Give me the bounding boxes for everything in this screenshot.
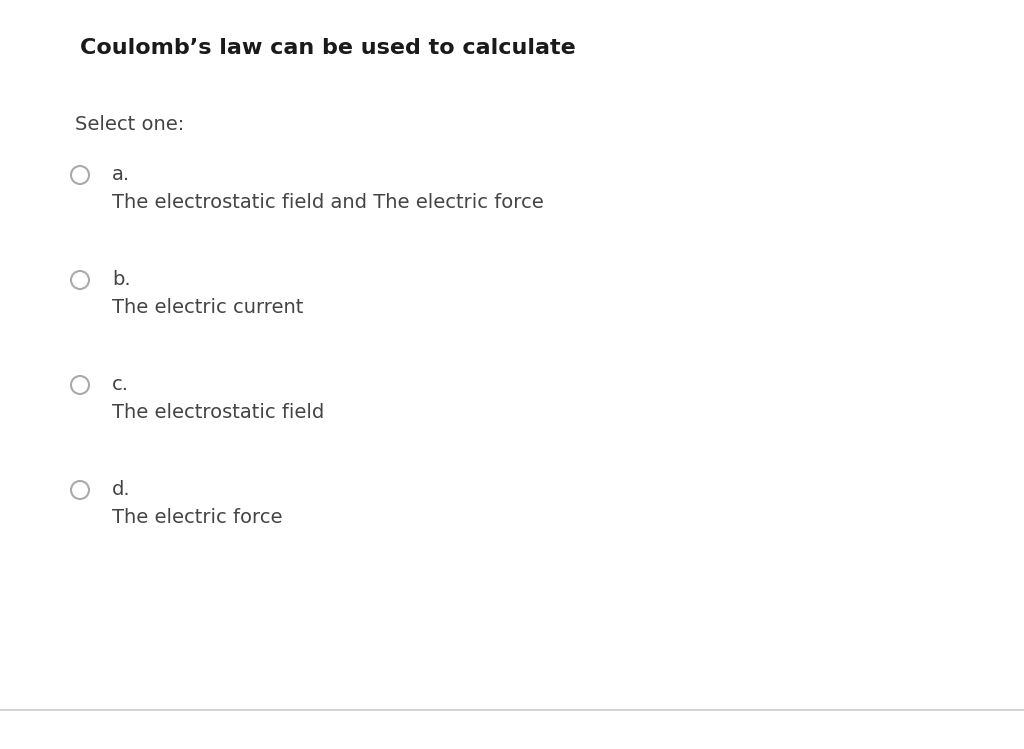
Text: Coulomb’s law can be used to calculate: Coulomb’s law can be used to calculate — [80, 38, 575, 58]
Text: The electrostatic field and The electric force: The electrostatic field and The electric… — [112, 193, 544, 212]
Text: The electrostatic field: The electrostatic field — [112, 403, 325, 422]
Text: The electric current: The electric current — [112, 298, 303, 317]
Text: The electric force: The electric force — [112, 508, 283, 527]
Text: d.: d. — [112, 480, 131, 499]
Text: Select one:: Select one: — [75, 115, 184, 134]
Text: a.: a. — [112, 165, 130, 184]
Text: b.: b. — [112, 270, 131, 289]
Text: c.: c. — [112, 375, 129, 394]
